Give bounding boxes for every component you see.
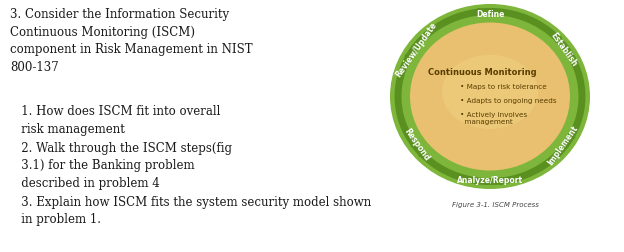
Ellipse shape xyxy=(390,5,590,189)
Text: Establish: Establish xyxy=(548,31,578,69)
Text: 3. Explain how ISCM fits the system security model shown
   in problem 1.: 3. Explain how ISCM fits the system secu… xyxy=(10,195,371,226)
Text: Respond: Respond xyxy=(402,127,431,162)
Text: Continuous Monitoring: Continuous Monitoring xyxy=(427,67,536,76)
Text: 1. How does ISCM fit into overall
   risk management: 1. How does ISCM fit into overall risk m… xyxy=(10,105,220,135)
Text: Analyze/Report: Analyze/Report xyxy=(457,175,523,184)
Text: Review/Update: Review/Update xyxy=(394,21,439,79)
Text: • Maps to risk tolerance: • Maps to risk tolerance xyxy=(460,83,547,89)
Text: • Actively involves
  management: • Actively involves management xyxy=(460,111,527,124)
Text: Implement: Implement xyxy=(547,123,580,166)
Text: Figure 3-1. ISCM Process: Figure 3-1. ISCM Process xyxy=(452,201,539,207)
Ellipse shape xyxy=(410,23,570,171)
Text: 3. Consider the Information Security
Continuous Monitoring (ISCM)
component in R: 3. Consider the Information Security Con… xyxy=(10,8,253,73)
Text: Define: Define xyxy=(476,10,504,19)
Ellipse shape xyxy=(442,56,538,129)
Text: 2. Walk through the ISCM steps(fig
   3.1) for the Banking problem
   described : 2. Walk through the ISCM steps(fig 3.1) … xyxy=(10,141,232,189)
Text: • Adapts to ongoing needs: • Adapts to ongoing needs xyxy=(460,97,557,103)
